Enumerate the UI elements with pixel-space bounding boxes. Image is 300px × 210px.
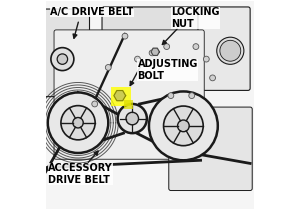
Circle shape	[135, 56, 140, 62]
Circle shape	[168, 93, 174, 98]
Circle shape	[220, 40, 241, 61]
Text: ADJUSTING
BOLT: ADJUSTING BOLT	[137, 59, 198, 81]
Circle shape	[149, 91, 218, 160]
Text: A/C DRIVE BELT: A/C DRIVE BELT	[50, 7, 134, 17]
Circle shape	[51, 48, 74, 71]
Circle shape	[57, 54, 68, 64]
Circle shape	[193, 44, 199, 50]
FancyBboxPatch shape	[102, 7, 198, 70]
Circle shape	[178, 120, 189, 132]
FancyBboxPatch shape	[54, 30, 204, 159]
Bar	[124, 100, 133, 109]
Circle shape	[92, 101, 98, 107]
Circle shape	[149, 50, 155, 56]
FancyBboxPatch shape	[44, 9, 89, 97]
Text: LOCKING
NUT: LOCKING NUT	[171, 7, 219, 29]
Bar	[111, 87, 131, 106]
Circle shape	[203, 56, 209, 62]
Circle shape	[48, 92, 108, 153]
Circle shape	[189, 93, 195, 98]
FancyBboxPatch shape	[169, 107, 252, 190]
Circle shape	[105, 64, 111, 70]
FancyBboxPatch shape	[196, 7, 250, 90]
Circle shape	[61, 106, 95, 140]
Polygon shape	[114, 91, 126, 101]
Circle shape	[118, 104, 147, 133]
Polygon shape	[151, 48, 159, 55]
Circle shape	[210, 75, 215, 81]
Circle shape	[164, 44, 169, 50]
Text: ACCESSORY
DRIVE BELT: ACCESSORY DRIVE BELT	[48, 163, 112, 185]
Circle shape	[164, 106, 203, 146]
Circle shape	[122, 33, 128, 39]
Circle shape	[217, 37, 244, 64]
Circle shape	[73, 118, 83, 128]
Circle shape	[126, 112, 139, 125]
FancyBboxPatch shape	[46, 1, 254, 209]
